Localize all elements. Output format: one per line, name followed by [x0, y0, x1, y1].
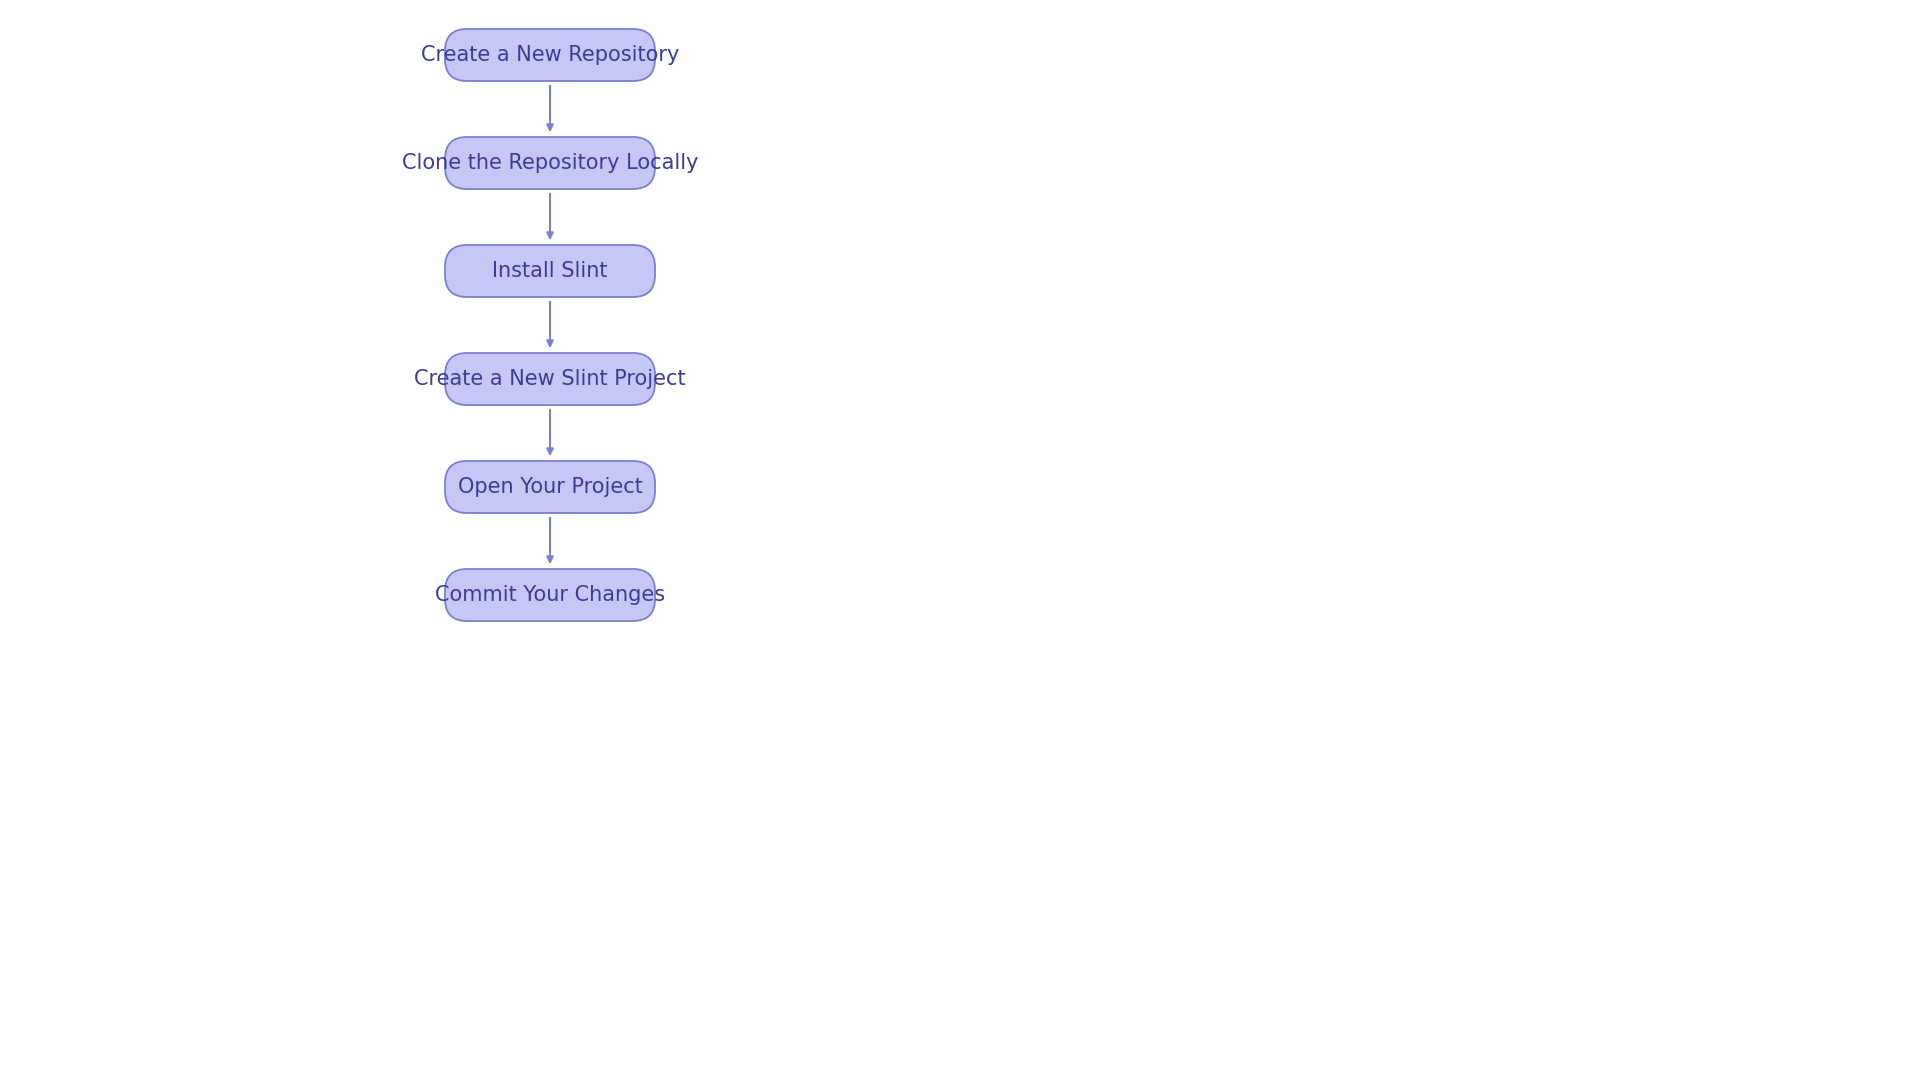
FancyBboxPatch shape — [445, 245, 655, 297]
Text: Open Your Project: Open Your Project — [457, 477, 643, 497]
Text: Create a New Repository: Create a New Repository — [420, 45, 680, 65]
FancyBboxPatch shape — [445, 461, 655, 513]
FancyBboxPatch shape — [445, 138, 655, 190]
FancyBboxPatch shape — [445, 569, 655, 621]
Text: Install Slint: Install Slint — [492, 261, 609, 280]
Text: Commit Your Changes: Commit Your Changes — [436, 585, 664, 605]
FancyBboxPatch shape — [445, 29, 655, 81]
FancyBboxPatch shape — [445, 353, 655, 405]
Text: Clone the Repository Locally: Clone the Repository Locally — [401, 153, 699, 173]
Text: Create a New Slint Project: Create a New Slint Project — [415, 369, 685, 389]
